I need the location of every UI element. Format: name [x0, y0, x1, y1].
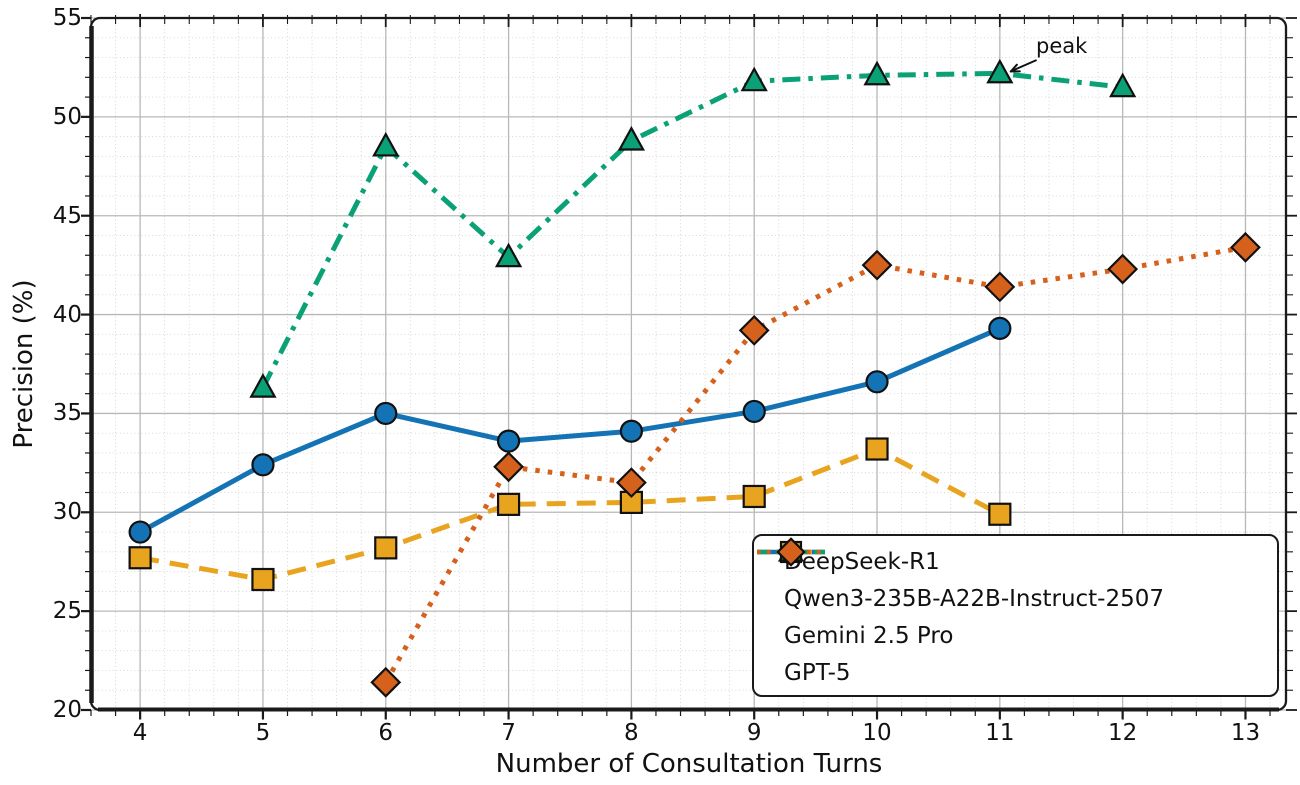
x-tick-label-7: 7 [501, 720, 516, 746]
qwen3-235b-a22b-instruct-2507-square-marker [374, 536, 398, 560]
gpt-5-diamond-marker [1107, 253, 1139, 285]
y-tick-label-50: 50 [52, 103, 82, 130]
legend-swatch-gpt-5 [757, 537, 825, 567]
qwen3-235b-a22b-instruct-2507-square-marker [496, 492, 521, 516]
gpt-5-diamond-marker [1230, 231, 1261, 263]
gpt-5-diamond-marker [493, 451, 524, 483]
y-tick-label-40: 40 [52, 301, 82, 328]
gpt-5-diamond-marker [370, 666, 402, 698]
gemini-2-5-pro-triangle-marker [740, 66, 768, 92]
qwen3-235b-a22b-instruct-2507-square-marker [742, 484, 766, 509]
gpt-5-diamond-marker [984, 271, 1016, 303]
series-gemini-2-5-pro [249, 58, 1137, 398]
y-axis-label: Precision (%) [9, 279, 39, 449]
legend-label-gemini-2-5-pro: Gemini 2.5 Pro [784, 622, 954, 649]
x-axis-label: Number of Consultation Turns [495, 749, 883, 779]
deepseek-r1-circle-marker [742, 399, 766, 424]
gemini-2-5-pro-triangle-marker [986, 58, 1014, 84]
x-tick-label-13: 13 [1230, 720, 1261, 746]
gemini-2-5-pro-triangle-marker [249, 373, 277, 398]
series-line-qwen3-235b-a22b-instruct-2507 [139, 446, 1002, 583]
x-tick-label-11: 11 [985, 720, 1015, 746]
gemini-2-5-pro-triangle-marker [494, 242, 523, 268]
y-tick-label-30: 30 [52, 499, 82, 526]
peak-annotation: peak [1036, 34, 1088, 58]
legend-item-deepseek-r1: DeepSeek-R1 [757, 540, 1277, 580]
deepseek-r1-circle-marker [619, 419, 643, 443]
x-tick-label-9: 9 [746, 720, 762, 746]
legend-item-gpt-5: GPT-5 [757, 537, 1277, 691]
gpt-5-diamond-marker [738, 314, 770, 346]
gpt-5-diamond-marker [615, 467, 647, 499]
legend-item-gemini-2-5-pro: Gemini 2.5 Pro [757, 537, 1277, 654]
y-tick-label-35: 35 [52, 400, 82, 427]
deepseek-r1-circle-marker [496, 429, 521, 453]
gemini-2-5-pro-triangle-marker [372, 131, 400, 157]
axis-ticks [81, 14, 1297, 720]
y-tick-label-45: 45 [52, 202, 82, 229]
series-gpt-5 [370, 231, 1261, 698]
x-tick-label-10: 10 [862, 720, 892, 746]
qwen3-235b-a22b-instruct-2507-square-marker [128, 546, 152, 570]
gemini-2-5-pro-triangle-marker [863, 60, 891, 86]
deepseek-r1-circle-marker [988, 316, 1012, 341]
x-tick-label-12: 12 [1108, 720, 1138, 746]
gpt-5-diamond-marker [861, 249, 893, 281]
deepseek-r1-circle-marker [374, 401, 398, 426]
x-tick-label-6: 6 [378, 720, 394, 746]
legend-label-qwen3-235b-a22b-instruct-2507: Qwen3-235B-A22B-Instruct-2507 [784, 585, 1165, 612]
deepseek-r1-circle-marker [865, 370, 889, 394]
x-tick-label-8: 8 [624, 720, 639, 746]
x-tick-label-4: 4 [132, 720, 148, 746]
qwen3-235b-a22b-instruct-2507-square-marker [865, 437, 889, 461]
y-tick-label-20: 20 [52, 697, 82, 723]
series-deepseek-r1 [128, 316, 1012, 544]
deepseek-r1-circle-marker [128, 520, 152, 544]
series-line-gemini-2-5-pro [260, 70, 1123, 389]
y-tick-label-55: 55 [52, 5, 82, 31]
legend: DeepSeek-R1 Qwen3-235B-A22B-Instruct-2507… [752, 534, 1279, 697]
x-tick-label-5: 5 [255, 720, 271, 746]
series-qwen3-235b-a22b-instruct-2507 [128, 437, 1012, 592]
gemini-2-5-pro-triangle-marker [617, 125, 646, 151]
qwen3-235b-a22b-instruct-2507-square-marker [988, 502, 1012, 526]
peak-arrow [1009, 59, 1037, 73]
deepseek-r1-circle-marker [251, 453, 275, 477]
legend-label-gpt-5: GPT-5 [784, 659, 851, 686]
plot-frame [89, 16, 1288, 712]
legend-item-qwen3-235b-a22b-instruct-2507: Qwen3-235B-A22B-Instruct-2507 [757, 540, 1277, 617]
series-line-deepseek-r1 [138, 326, 1001, 535]
gemini-2-5-pro-triangle-marker [1109, 72, 1137, 98]
qwen3-235b-a22b-instruct-2507-square-marker [251, 567, 275, 592]
y-tick-label-25: 25 [52, 598, 82, 625]
